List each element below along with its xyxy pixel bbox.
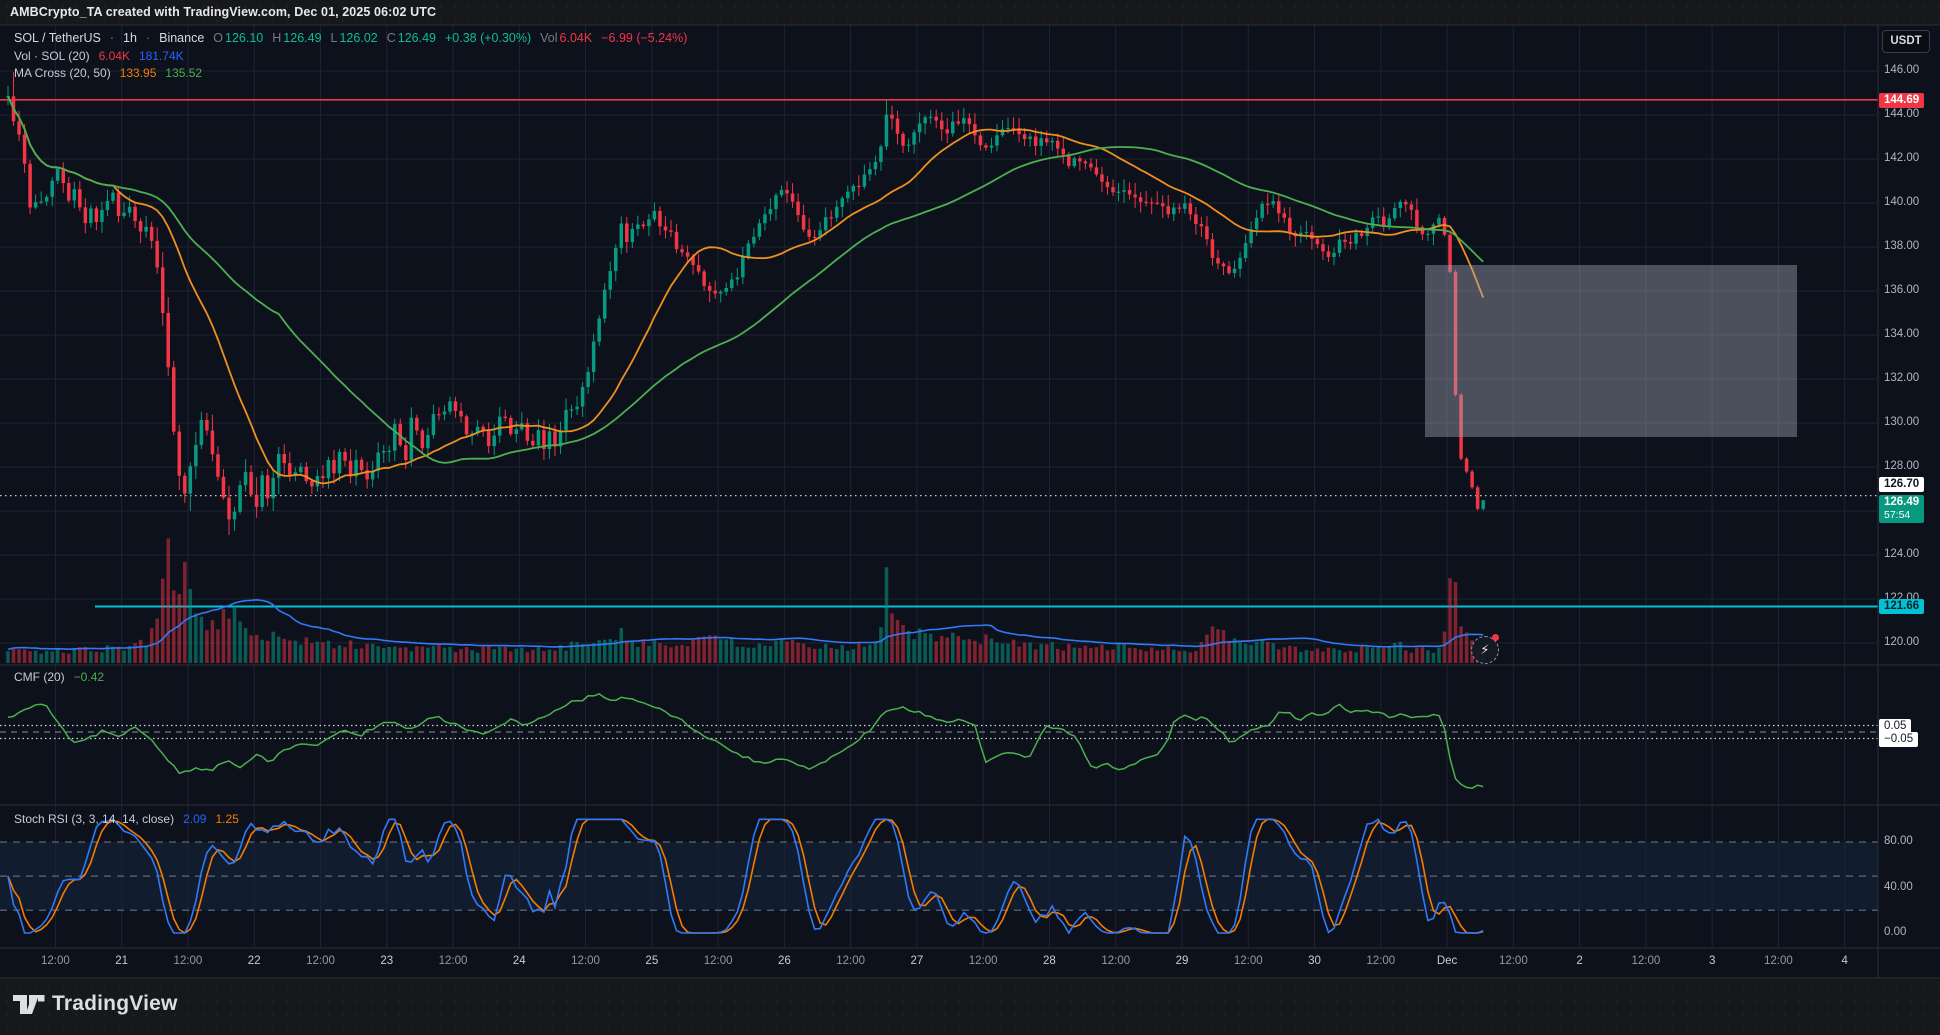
time-tick-hour: 12:00 <box>438 955 468 967</box>
time-tick-day: 23 <box>380 955 394 967</box>
tradingview-logo-icon <box>13 994 45 1014</box>
legend-segment: Binance <box>159 31 205 45</box>
time-tick-day: 26 <box>777 955 791 967</box>
time-tick-hour: 12:00 <box>173 955 203 967</box>
price-level-chip: 126.70 <box>1879 477 1925 492</box>
legend-volume-row[interactable]: Vol · SOL (20) 6.04K 181.74K <box>14 49 186 63</box>
time-tick-hour: 12:00 <box>571 955 600 967</box>
tradingview-logo[interactable]: TradingView <box>13 992 178 1016</box>
price-level-chip: 126.49 57:54 <box>1879 495 1925 523</box>
legend-segment: L <box>330 31 338 45</box>
time-tick-day: 22 <box>247 955 261 967</box>
price-tick-label: 144.00 <box>1884 108 1920 120</box>
time-tick-day: 2 <box>1576 955 1583 967</box>
legend-segment: 126.10 <box>225 31 264 45</box>
legend-cmf-row[interactable]: CMF (20) −0.42 <box>14 670 106 684</box>
time-tick-day: 27 <box>910 955 924 967</box>
legend-segment: −0.42 <box>73 670 105 684</box>
price-level-chip: −0.05 <box>1879 731 1919 747</box>
legend-segment: · <box>145 31 151 45</box>
legend-segment: · <box>109 31 115 45</box>
time-tick-day: 21 <box>115 955 129 967</box>
time-tick-hour: 12:00 <box>41 955 70 967</box>
price-tick-label: 128.00 <box>1884 460 1920 472</box>
time-tick-day: 29 <box>1175 955 1189 967</box>
price-level-chip: 144.69 <box>1879 92 1925 108</box>
price-tick-label: 120.00 <box>1884 636 1920 648</box>
time-tick-day: 30 <box>1308 955 1321 967</box>
legend-segment: 181.74K <box>138 49 184 63</box>
time-tick-day: 4 <box>1841 955 1848 967</box>
legend-segment: C <box>386 31 396 45</box>
price-tick-label: 132.00 <box>1884 372 1920 384</box>
legend-segment: 2.09 <box>183 812 207 826</box>
selection-box[interactable] <box>1425 265 1797 437</box>
price-tick-label: 124.00 <box>1884 548 1920 560</box>
price-tick-label: 0.00 <box>1884 926 1907 938</box>
lightning-icon: ⚡ <box>1480 642 1490 657</box>
time-tick-hour: 12:00 <box>306 955 335 967</box>
price-level-chip: 0.05 <box>1879 718 1912 734</box>
legend-segment: 1h <box>123 31 137 45</box>
legend-segment: 133.95 <box>119 66 157 80</box>
legend-segment: 1.25 <box>215 812 239 826</box>
legend-segment: CMF (20) <box>14 670 65 684</box>
legend-segment: 6.04K <box>98 49 130 63</box>
price-tick-label: 136.00 <box>1884 284 1920 296</box>
top-bar: AMBCrypto_TA created with TradingView.co… <box>0 0 1940 25</box>
time-tick-day: 24 <box>512 955 526 967</box>
legend-segment: H <box>272 31 282 45</box>
price-tick-label: 130.00 <box>1884 416 1920 428</box>
price-tick-label: 142.00 <box>1884 152 1920 164</box>
legend-segment: 126.49 <box>397 31 436 45</box>
price-tick-label: 138.00 <box>1884 240 1920 252</box>
time-tick-day: 3 <box>1708 955 1716 967</box>
legend-segment: Stoch RSI (3, 3, 14, 14, close) <box>14 812 175 826</box>
time-tick-hour: 12:00 <box>1101 955 1131 967</box>
page-title: AMBCrypto_TA created with TradingView.co… <box>10 5 437 19</box>
price-tick-label: 140.00 <box>1884 196 1920 208</box>
legend-macross-row[interactable]: MA Cross (20, 50) 133.95 135.52 <box>14 66 204 80</box>
price-tick-label: 146.00 <box>1884 64 1920 76</box>
price-tick-label: 40.00 <box>1884 880 1913 893</box>
legend-stochrsi-row[interactable]: Stoch RSI (3, 3, 14, 14, close) 2.09 1.25 <box>14 812 241 826</box>
time-tick-hour: 12:00 <box>1233 955 1263 967</box>
legend-segment: Vol · SOL (20) <box>14 49 90 63</box>
time-tick-hour: 12:00 <box>703 955 733 967</box>
currency-toggle-button[interactable]: USDT <box>1882 30 1930 53</box>
legend-segment: Vol <box>540 31 558 45</box>
time-tick-hour: 12:00 <box>968 955 998 967</box>
price-tick-label: 134.00 <box>1884 328 1920 340</box>
time-tick-day: Dec <box>1436 955 1458 967</box>
time-tick-day: 25 <box>645 955 659 967</box>
time-tick-day: 28 <box>1043 955 1056 967</box>
legend-segment: +0.38 (+0.30%) <box>444 31 532 45</box>
bar-countdown: 57:54 <box>1884 509 1911 521</box>
legend-segment: 126.49 <box>283 31 322 45</box>
price-level-chip: 121.66 <box>1879 599 1925 615</box>
time-tick-hour: 12:00 <box>1764 955 1793 967</box>
legend-segment: SOL / TetherUS <box>14 31 101 45</box>
legend-segment: 6.04K <box>559 31 593 45</box>
time-tick-hour: 12:00 <box>1366 955 1396 967</box>
price-tick-label: 80.00 <box>1884 835 1913 847</box>
legend-segment: MA Cross (20, 50) <box>14 66 111 80</box>
legend-segment: −6.99 (−5.24%) <box>601 31 688 45</box>
legend-symbol-row[interactable]: SOL / TetherUS · 1h · Binance O 126.10 H 126.49 L… <box>14 31 689 45</box>
time-tick-hour: 12:00 <box>1631 955 1661 967</box>
tradingview-logo-text: TradingView <box>52 992 178 1015</box>
time-tick-hour: 12:00 <box>836 955 866 967</box>
legend-segment: O <box>213 31 224 45</box>
time-tick-hour: 12:00 <box>1498 955 1528 967</box>
notification-dot <box>1492 634 1499 641</box>
legend-segment: 126.02 <box>339 31 378 45</box>
legend-segment: 135.52 <box>165 66 203 80</box>
